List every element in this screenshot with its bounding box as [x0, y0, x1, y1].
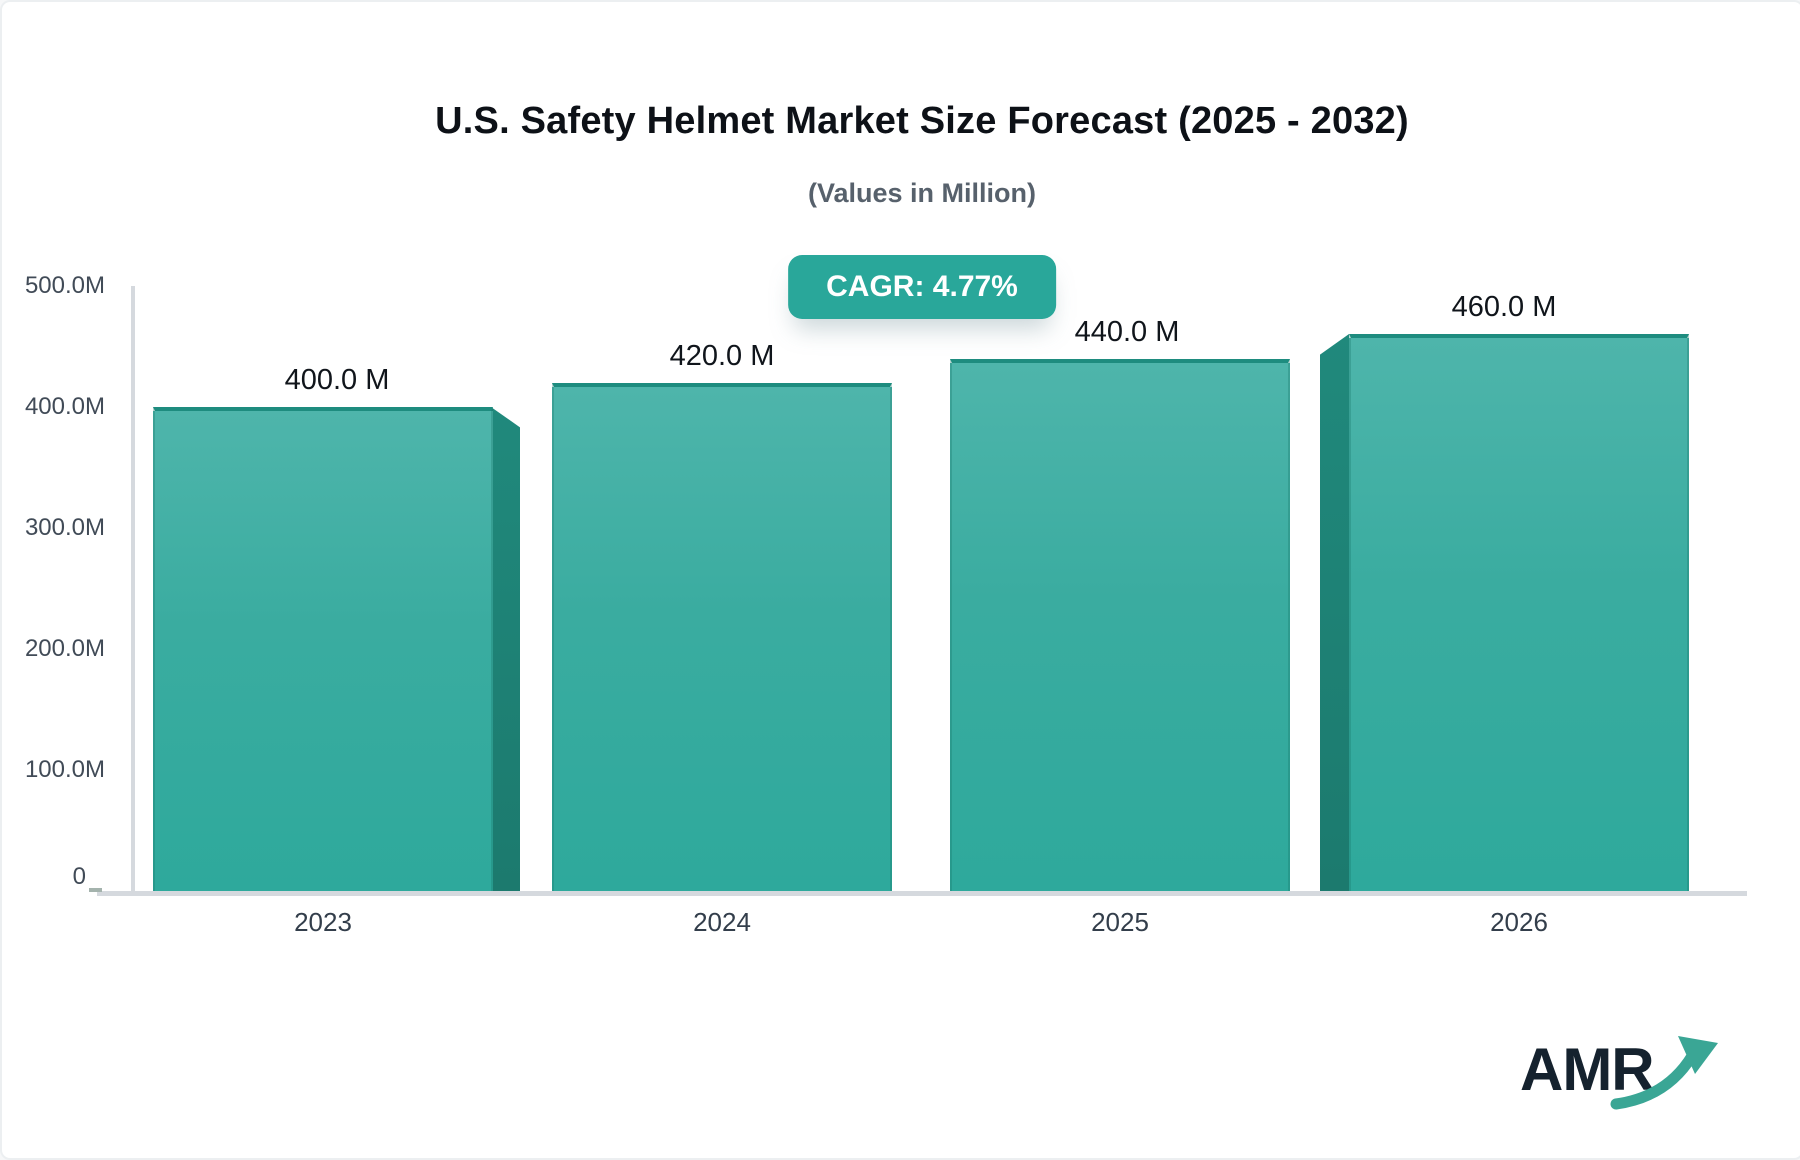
bar-value-label-2024: 420.0 M	[669, 340, 775, 372]
bar-2023-3d-side	[491, 407, 520, 891]
x-axis-line	[97, 891, 1747, 896]
y-tick-label: 300.0M	[24, 514, 105, 541]
bar-value-label-2023: 400.0 M	[284, 364, 390, 396]
bar-2025	[950, 359, 1290, 891]
bar-value-label-2026: 460.0 M	[1451, 291, 1557, 323]
y-tick-label: 100.0M	[24, 756, 105, 783]
x-tick-label-2023: 2023	[294, 907, 352, 937]
y-axis-zero-tick	[89, 888, 102, 892]
page-subtitle: (Values in Million)	[807, 178, 1037, 208]
y-tick-label: 500.0M	[24, 272, 105, 299]
logo-text: AMR	[1520, 1036, 1654, 1103]
x-tick-label-2024: 2024	[693, 907, 751, 937]
y-axis-line	[131, 286, 135, 891]
bar-2024	[552, 383, 892, 891]
bar-2023	[153, 407, 493, 891]
growth-arrow-icon	[1610, 1036, 1718, 1110]
page-title: U.S. Safety Helmet Market Size Forecast …	[435, 100, 1409, 142]
y-tick-label: 0	[72, 863, 86, 890]
bar-value-label-2025: 440.0 M	[1074, 316, 1180, 348]
x-tick-label-2025: 2025	[1091, 907, 1149, 937]
cagr-badge: CAGR: 4.77%	[788, 255, 1056, 319]
y-tick-label: 400.0M	[24, 393, 105, 420]
bar-2026	[1349, 334, 1689, 891]
amr-logo: AMR	[1520, 1036, 1718, 1110]
x-tick-label-2026: 2026	[1490, 907, 1548, 937]
bar-2026-3d-side	[1320, 334, 1349, 891]
y-tick-label: 200.0M	[24, 635, 105, 662]
